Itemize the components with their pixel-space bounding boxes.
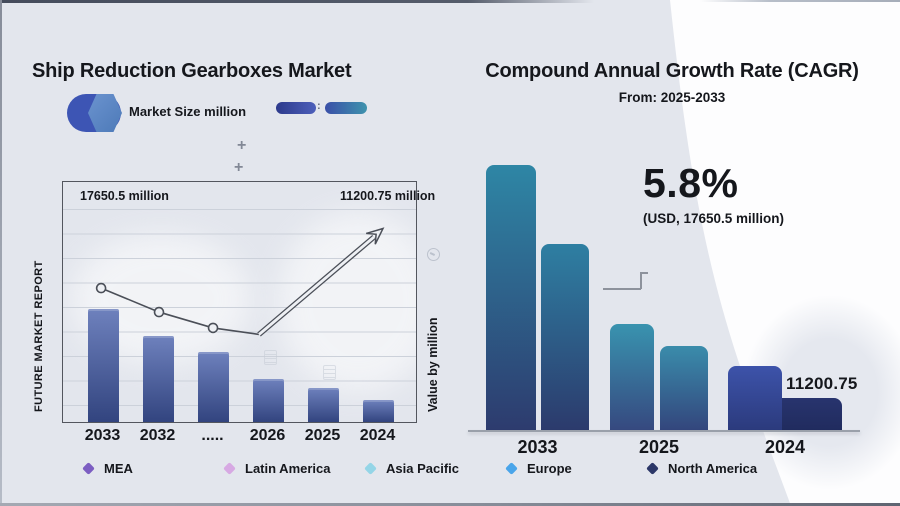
chart-gridlines <box>63 209 416 406</box>
plus-mark-decoration: + <box>237 137 247 154</box>
legend-item-latin-america: Latin America <box>223 461 366 476</box>
step-line-decoration <box>603 288 641 290</box>
cagr-percentage: 5.8% <box>643 160 739 206</box>
right-axis-tick-label: 2025 <box>638 437 680 457</box>
left-bars-layer <box>63 182 416 422</box>
cagr-subtitle: From: 2025-2033 <box>618 90 726 105</box>
legend-item-north-america: North America <box>646 461 789 476</box>
frame-bottom-edge <box>0 503 900 506</box>
legend-diamond-icon <box>505 462 518 475</box>
legend-diamond-icon <box>223 462 236 475</box>
cagr-usd-detail: (USD, 17650.5 million) <box>643 211 785 226</box>
market-size-cylinder-icon <box>67 94 122 132</box>
right-bar-2025-1 <box>610 324 654 431</box>
clock-icon <box>427 248 440 261</box>
value-axis-label: Value by million <box>426 317 440 412</box>
left-axis-tick-label: 2026 <box>249 427 286 444</box>
ratio-pill-dark-icon <box>276 102 316 114</box>
trend-marker <box>95 282 107 294</box>
left-axis-tick-label: 2025 <box>304 427 341 444</box>
legend-item-asia-pacific: Asia Pacific <box>364 461 507 476</box>
document-watermark-icon <box>264 350 277 365</box>
cagr-value-block: 5.8% (USD, 17650.5 million) <box>643 160 784 226</box>
step-line-decoration <box>640 272 642 289</box>
document-watermark-icon <box>323 365 336 380</box>
left-axis-tick-label: 2033 <box>84 427 121 444</box>
legend-label: Asia Pacific <box>386 461 459 476</box>
right-bar-2033-1 <box>486 165 536 431</box>
left-bar-..... <box>198 352 229 422</box>
left-chart-title: Ship Reduction Gearboxes Market <box>32 60 352 82</box>
legend-label: MEA <box>104 461 133 476</box>
left-axis-tick-label: 2024 <box>359 427 396 444</box>
region-legend: MEA Latin America Asia Pacific Europe North … <box>82 461 789 476</box>
right-x-axis-line <box>468 430 860 432</box>
left-bar-2025 <box>308 388 339 422</box>
plus-mark-decoration: + <box>234 159 244 176</box>
market-size-legend-label: Market Size million <box>129 104 247 119</box>
legend-item-europe: Europe <box>505 461 648 476</box>
right-bar-2024-1 <box>728 366 782 431</box>
left-bar-2024 <box>363 400 394 422</box>
trend-marker <box>207 322 219 334</box>
legend-diamond-icon <box>364 462 377 475</box>
left-bar-chart <box>62 181 417 423</box>
legend-diamond-icon <box>646 462 659 475</box>
ratio-pill-teal-icon <box>325 102 367 114</box>
left-annotation-start-value: 17650.5 million <box>80 189 169 203</box>
callout-2024-value: 11200.75 <box>786 374 858 393</box>
legend-label: North America <box>668 461 758 476</box>
growth-arrow-icon <box>257 227 385 337</box>
frame-top-right-edge <box>700 0 900 2</box>
right-bar-chart: 2033 2025 2024 <box>470 149 880 457</box>
trend-marker <box>153 306 165 318</box>
legend-item-mea: MEA <box>82 461 225 476</box>
left-bar-2026 <box>253 378 284 422</box>
left-bar-2033 <box>88 309 119 422</box>
trend-line-overlay <box>95 227 385 337</box>
right-bar-2025-2 <box>660 346 708 431</box>
future-market-report-watermark: FUTURE MARKET REPORT <box>33 260 45 412</box>
right-bar-2033-2 <box>541 244 589 431</box>
left-bar-2032 <box>143 335 174 422</box>
legend-label: Europe <box>527 461 572 476</box>
right-bar-2024-2 <box>782 398 842 431</box>
right-axis-tick-label: 2024 <box>764 437 806 457</box>
frame-top-edge <box>0 0 900 3</box>
left-axis-tick-label: 2032 <box>139 427 176 444</box>
step-line-decoration <box>640 272 648 274</box>
legend-diamond-icon <box>82 462 95 475</box>
right-axis-tick-label: 2033 <box>517 437 558 457</box>
cagr-title: Compound Annual Growth Rate (CAGR) <box>485 60 859 82</box>
left-axis-tick-label: ..... <box>201 427 224 444</box>
ratio-separator: : <box>317 100 321 112</box>
left-annotation-end-value: 11200.75 million <box>340 189 436 203</box>
left-x-axis-labels: 2033 2032..... 2026 2025 2024 <box>62 427 415 447</box>
frame-left-edge <box>0 0 2 506</box>
legend-label: Latin America <box>245 461 331 476</box>
